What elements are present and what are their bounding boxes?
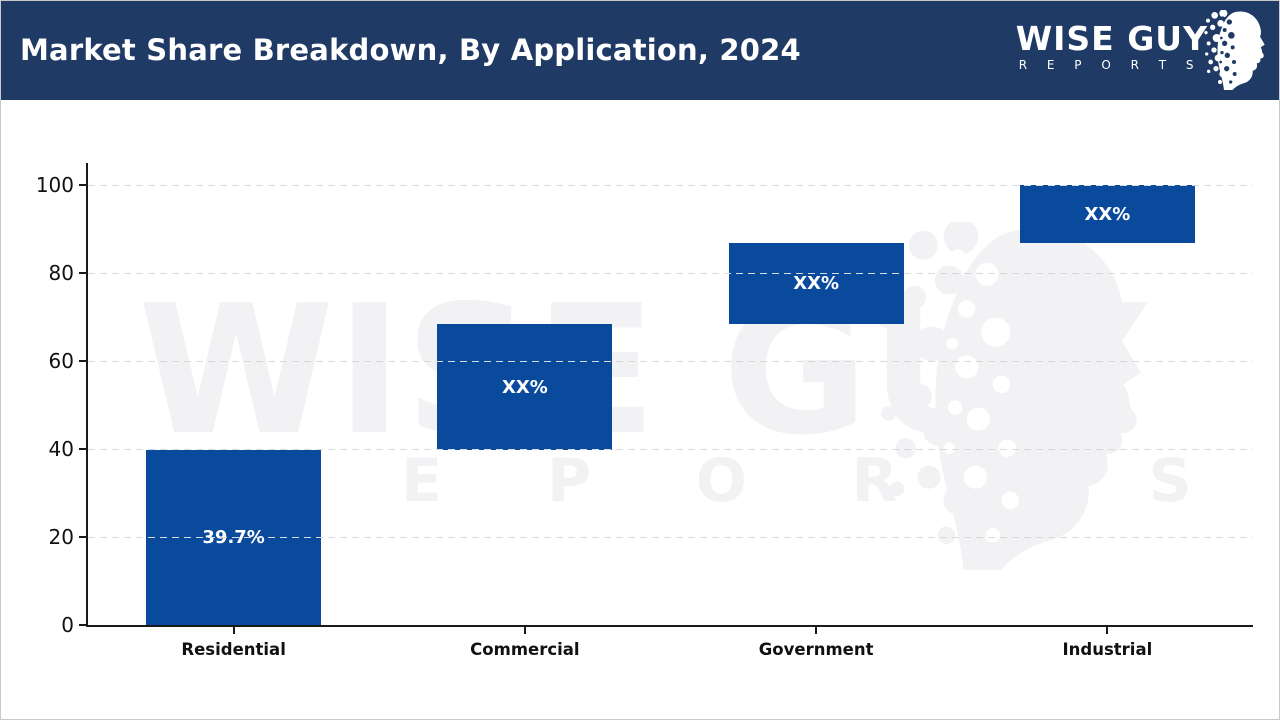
gridline-60 — [88, 361, 1253, 362]
x-axis-label-government: Government — [758, 640, 874, 659]
y-tick — [79, 624, 86, 626]
chart-plot-area: 39.7% Residential XX% Commercial XX% Governme… — [36, 163, 1253, 659]
y-tick — [79, 272, 86, 274]
gridline-40 — [88, 449, 1253, 450]
x-tick — [523, 627, 526, 634]
x-tick — [232, 627, 235, 634]
y-tick — [79, 448, 86, 450]
y-axis-tick-label: 60 — [48, 349, 74, 373]
gridline-100 — [88, 185, 1253, 186]
x-axis-label-industrial: Industrial — [1062, 640, 1153, 659]
x-axis-label-residential: Residential — [181, 640, 286, 659]
x-axis-line — [86, 625, 1253, 627]
gridline-20 — [88, 537, 1253, 538]
y-tick — [79, 360, 86, 362]
y-axis-tick-label: 100 — [35, 173, 74, 197]
bar-commercial: XX% — [437, 324, 613, 451]
x-tick — [1106, 627, 1109, 634]
x-tick — [815, 627, 818, 634]
x-axis-label-commercial: Commercial — [470, 640, 580, 659]
bar-value-label: XX% — [501, 376, 548, 398]
bar-government: XX% — [728, 243, 904, 325]
head-profile-dots-icon — [1204, 10, 1265, 90]
y-tick — [79, 184, 86, 186]
page-title: Market Share Breakdown, By Application, … — [20, 33, 801, 67]
brand-logo-text: WISE GUY R E P O R T S — [1016, 22, 1208, 72]
brand-subname: R E P O R T S — [1018, 58, 1202, 72]
gridline-80 — [88, 273, 1253, 274]
y-tick — [79, 536, 86, 538]
y-axis-tick-label: 20 — [48, 525, 74, 549]
bar-value-label: XX% — [793, 273, 840, 295]
brand-logo: WISE GUY R E P O R T S — [1016, 10, 1270, 90]
y-axis-tick-label: 0 — [61, 613, 74, 637]
y-axis-tick-label: 40 — [48, 437, 74, 461]
bar-value-label: XX% — [1084, 203, 1131, 225]
y-axis-line — [86, 163, 88, 627]
header-bar: Market Share Breakdown, By Application, … — [0, 0, 1280, 100]
y-axis-tick-label: 80 — [48, 261, 74, 285]
brand-name: WISE GUY — [1015, 19, 1208, 58]
bar-industrial: XX% — [1019, 185, 1195, 244]
